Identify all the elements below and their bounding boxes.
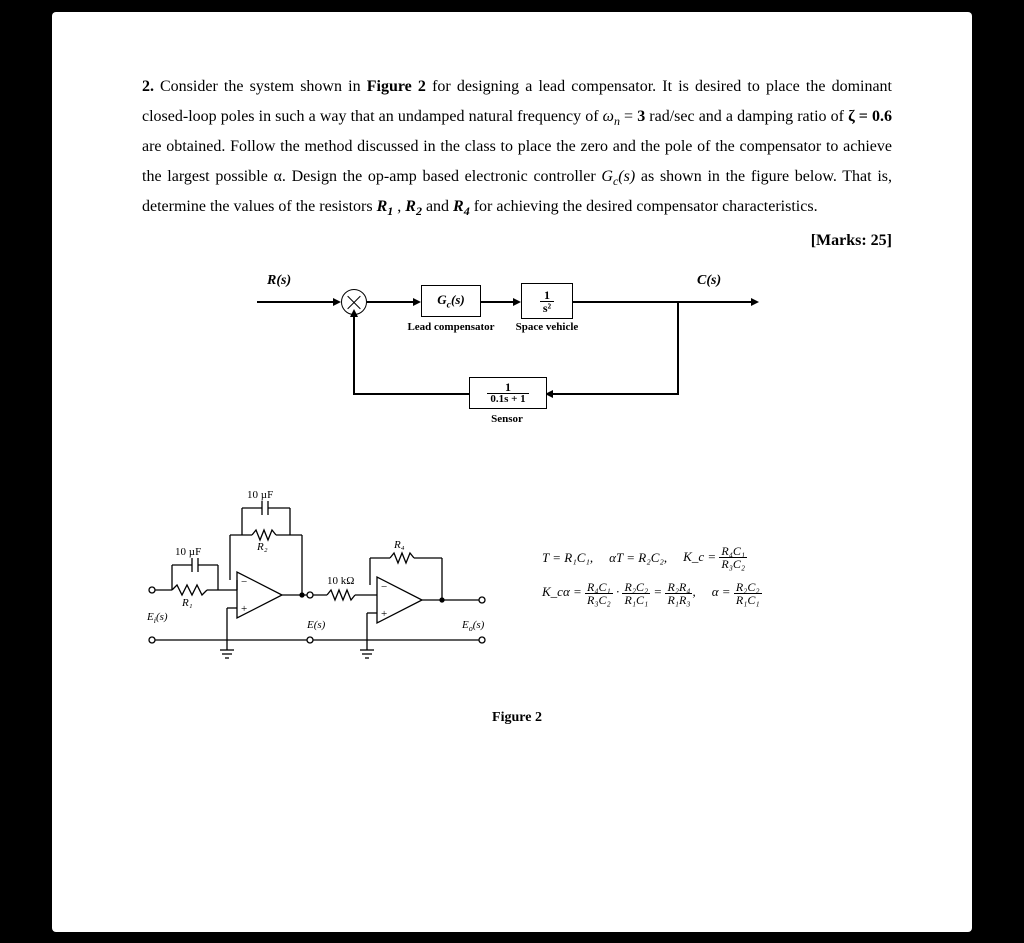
question-body: 2.Consider the system shown in Figure 2 …	[142, 72, 892, 222]
question-number: 2.	[142, 78, 154, 95]
wire	[367, 301, 417, 303]
eq-Kc: K_c = R₄C₁R₃C₂	[683, 545, 747, 571]
plant-num: 1	[540, 289, 554, 302]
compensator-caption: Lead compensator	[401, 321, 501, 333]
e-label: E(s)	[306, 619, 326, 631]
eq-alpha: α = R₂C₂R₁C₁	[712, 580, 762, 606]
eq-Kca: K_cα = R₄C₁R₃C₂ · R₂C₂R₁C₁ = R₂R₄R₁R₃,	[542, 580, 696, 606]
wire	[573, 301, 757, 303]
sensor-den: 0.1s + 1	[487, 394, 528, 405]
sensor-block: 10.1s + 1	[469, 377, 547, 409]
figure-caption: Figure 2	[142, 710, 892, 726]
c1-label: 10 µF	[175, 546, 201, 558]
arrow-icon	[513, 298, 521, 306]
sensor-caption: Sensor	[457, 413, 557, 425]
eq-T: T = R₁C₁,	[542, 546, 593, 569]
output-signal-label: C(s)	[697, 273, 721, 289]
svg-text:−: −	[241, 576, 247, 588]
wire	[551, 393, 678, 395]
q-text: Consider the system shown in Figure 2 fo…	[142, 78, 892, 215]
circuit-and-equations: Ei(s) 10 µF R₁ − +	[142, 480, 892, 680]
document-page: 2.Consider the system shown in Figure 2 …	[52, 12, 972, 932]
equation-line-2: K_cα = R₄C₁R₃C₂ · R₂C₂R₁C₁ = R₂R₄R₁R₃, α…	[542, 580, 762, 606]
wire	[257, 301, 337, 303]
eq-aT: αT = R₂C₂,	[609, 546, 667, 569]
r1-label: R₁	[181, 597, 193, 609]
arrow-icon	[333, 298, 341, 306]
block-diagram: R(s) C(s) Gc(s) Lead compensator 1s² Spa…	[257, 265, 777, 455]
plant-caption: Space vehicle	[497, 321, 597, 333]
equation-line-1: T = R₁C₁, αT = R₂C₂, K_c = R₄C₁R₃C₂	[542, 545, 762, 571]
arrow-icon	[350, 309, 358, 317]
svg-text:−: −	[381, 581, 387, 593]
wire	[353, 315, 355, 394]
equations-block: T = R₁C₁, αT = R₂C₂, K_c = R₄C₁R₃C₂ K_cα…	[542, 545, 762, 616]
plant-block: 1s²	[521, 283, 573, 319]
compensator-block: Gc(s)	[421, 285, 481, 317]
svg-text:+: +	[381, 608, 387, 620]
eo-label: Eo(s)	[461, 619, 485, 633]
c2-label: 10 µF	[247, 489, 273, 501]
wire	[677, 301, 679, 395]
wire	[353, 393, 470, 395]
opamp-circuit-diagram: Ei(s) 10 µF R₁ − +	[142, 480, 522, 680]
input-signal-label: R(s)	[267, 273, 291, 289]
ei-label: Ei(s)	[146, 611, 168, 625]
wire	[481, 301, 517, 303]
r4-label: R₄	[393, 539, 405, 551]
r2-label: R₂	[256, 541, 268, 553]
plant-den: s²	[540, 302, 554, 314]
arrow-icon	[413, 298, 421, 306]
arrow-icon	[751, 298, 759, 306]
r3-label: 10 kΩ	[327, 575, 354, 587]
marks-label: [Marks: 25]	[142, 232, 892, 250]
svg-text:+: +	[241, 603, 247, 615]
